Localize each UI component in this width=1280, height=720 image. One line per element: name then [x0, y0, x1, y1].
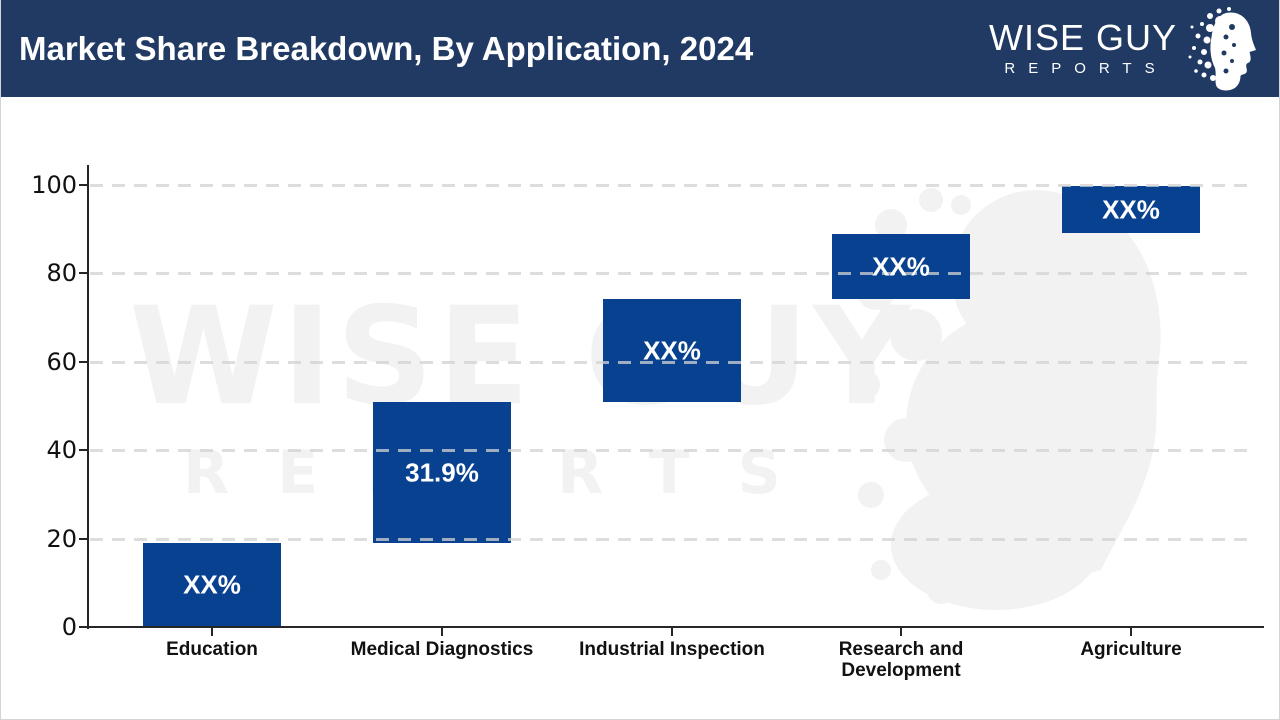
dotted-face-logo-icon: [1188, 6, 1256, 90]
bar-value-label-industrial-inspection: XX%: [643, 335, 701, 366]
y-tick-60: [79, 360, 87, 363]
chart-title: Market Share Breakdown, By Application, …: [19, 29, 754, 67]
y-tick-40: [79, 449, 87, 452]
category-label-education: Education: [166, 639, 258, 660]
category-label-industrial-inspection: Industrial Inspection: [579, 639, 765, 660]
category-label-medical-diagnostics: Medical Diagnostics: [350, 639, 534, 660]
header-band: Market Share Breakdown, By Application, …: [1, 0, 1279, 97]
y-tick-100: [79, 184, 87, 186]
x-tick-education: [211, 628, 213, 636]
x-tick-industrial-inspection: [671, 628, 673, 636]
gridline-40: [90, 449, 1254, 453]
watermark-brand-text: WISE GUY: [129, 278, 915, 435]
y-tick-80: [79, 272, 87, 275]
x-tick-agriculture: [1130, 628, 1132, 636]
bar-value-label-research-and-development: XX%: [872, 251, 930, 282]
bar-education: [143, 543, 281, 627]
bar-research-and-development: [832, 234, 970, 300]
logo-text: WISE GUY REPORTS: [988, 17, 1177, 78]
bar-value-label-medical-diagnostics: 31.9%: [405, 457, 479, 488]
y-tick-label-20: 20: [46, 524, 77, 553]
y-axis-line: [87, 165, 89, 629]
logo-sub-text: REPORTS: [1004, 60, 1168, 77]
x-tick-research-and-development: [900, 628, 902, 636]
category-label-research-and-development: Research and Development: [838, 639, 964, 681]
y-tick-label-0: 0: [61, 613, 77, 641]
y-tick-label-40: 40: [46, 436, 77, 465]
gridline-60: [90, 360, 1254, 364]
bar-industrial-inspection: [603, 299, 741, 403]
y-tick-0: [79, 626, 87, 628]
y-tick-label-80: 80: [46, 259, 77, 288]
y-tick-label-100: 100: [31, 171, 77, 199]
bar-agriculture: [1062, 185, 1200, 234]
bar-value-label-education: XX%: [183, 569, 241, 600]
gridline-80: [90, 272, 1254, 276]
x-axis-line: [87, 626, 1264, 628]
gridline-20: [90, 537, 1254, 541]
category-label-agriculture: Agriculture: [1080, 639, 1182, 660]
bar-value-label-agriculture: XX%: [1102, 194, 1160, 225]
y-tick-20: [79, 537, 87, 540]
bar-medical-diagnostics: [373, 402, 511, 543]
logo-brand-text: WISE GUY: [988, 17, 1177, 58]
gridline-100: [90, 184, 1254, 187]
x-tick-medical-diagnostics: [441, 628, 443, 636]
y-tick-label-60: 60: [46, 347, 77, 376]
wise-guy-reports-logo: WISE GUY REPORTS: [989, 5, 1261, 93]
